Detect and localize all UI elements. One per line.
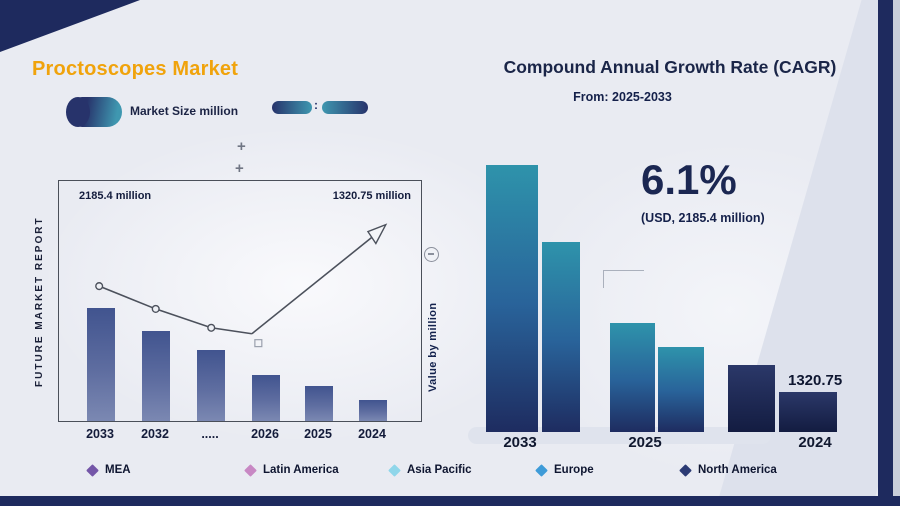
- market-x-label: 2026: [251, 427, 279, 441]
- plus-icon: +: [235, 160, 244, 177]
- plus-icon: +: [237, 138, 246, 155]
- legend-diamond-icon: [86, 463, 99, 477]
- market-size-chart: 2185.4 million 1320.75 million: [58, 180, 422, 422]
- pill-decoration: [272, 101, 312, 114]
- cagr-annotation-value: 1320.75: [788, 372, 843, 389]
- legend-item-latin-america: Latin America: [244, 463, 339, 477]
- right-chart-side-label: Value by million: [427, 302, 439, 393]
- market-size-cylinder-icon: [66, 97, 122, 127]
- legend-label: Latin America: [263, 464, 339, 476]
- market-x-label: 2024: [358, 427, 386, 441]
- cagr-bar-2033-2: [542, 242, 580, 432]
- region-legend: MEA Latin America Asia Pacific Europe North …: [0, 463, 900, 484]
- legend-label: Europe: [554, 464, 594, 476]
- legend-item-asia-pacific: Asia Pacific: [388, 463, 472, 477]
- legend-diamond-icon: [244, 463, 257, 477]
- legend-diamond-icon: [679, 463, 692, 477]
- cagr-subtitle: From: 2025-2033: [573, 90, 672, 104]
- right-edge-light-band: [893, 0, 900, 506]
- pill-separator: :: [314, 98, 318, 112]
- legend-label: Asia Pacific: [407, 464, 472, 476]
- corner-accent: [0, 0, 140, 52]
- cagr-bar-2033-1: [486, 165, 538, 432]
- cagr-x-label: 2024: [798, 434, 832, 451]
- legend-diamond-icon: [535, 463, 548, 477]
- market-x-label: 2032: [141, 427, 169, 441]
- bottom-edge-band: [0, 496, 900, 506]
- market-size-legend-label: Market Size million: [130, 104, 239, 118]
- cagr-bar-2024-1: [728, 365, 775, 432]
- market-x-labels: 2033 2032..... 2026 2025 2024: [58, 427, 422, 443]
- cagr-bar-2025-1: [610, 323, 655, 432]
- legend-label: MEA: [105, 464, 131, 476]
- cagr-x-label: 2033: [503, 434, 537, 451]
- cagr-x-labels: 2033 2025 2024: [468, 434, 868, 452]
- cagr-x-label: 2025: [628, 434, 662, 451]
- market-x-label: 2025: [304, 427, 332, 441]
- cagr-title: Compound Annual Growth Rate (CAGR): [503, 57, 837, 77]
- market-x-label: 2033: [86, 427, 114, 441]
- pill-decoration: [322, 101, 368, 114]
- legend-item-europe: Europe: [535, 463, 594, 477]
- cagr-bar-2025-2: [658, 347, 704, 432]
- legend-item-mea: MEA: [86, 463, 131, 477]
- legend-label: North America: [698, 464, 777, 476]
- left-chart-title: Proctoscopes Market: [32, 58, 239, 80]
- cagr-bar-2024-2: [779, 392, 837, 432]
- circle-minus-icon: [424, 247, 439, 262]
- legend-diamond-icon: [388, 463, 401, 477]
- right-edge-band: [878, 0, 893, 506]
- market-x-label: .....: [201, 427, 219, 441]
- cagr-bars: [468, 165, 868, 432]
- cylinder-cap: [66, 97, 90, 127]
- left-chart-side-label: FUTURE MARKET REPORT: [34, 216, 45, 388]
- trend-arrow: [95, 223, 388, 348]
- legend-item-north-america: North America: [679, 463, 777, 477]
